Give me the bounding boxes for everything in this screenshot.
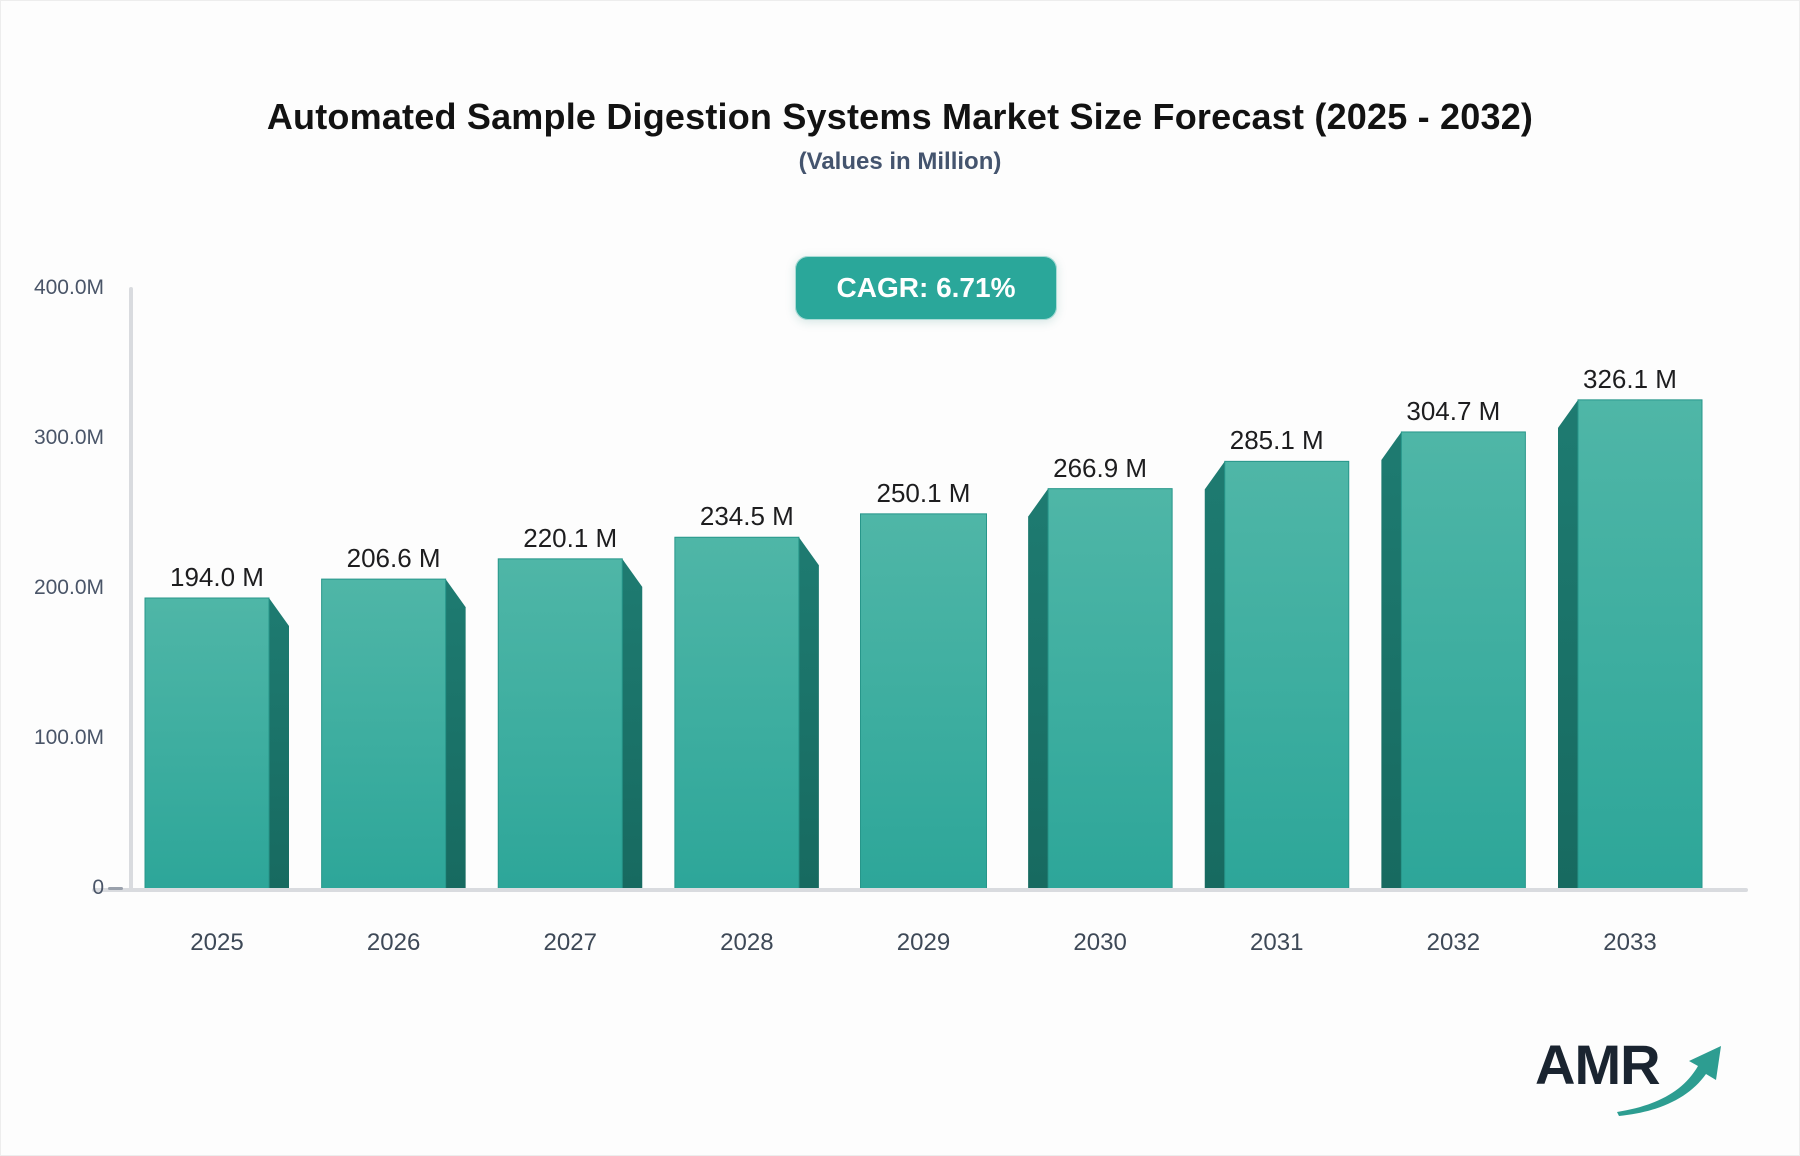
chart-subtitle: (Values in Million) xyxy=(798,148,1002,175)
trend-up-arrow-icon xyxy=(1617,1046,1721,1116)
bar-value-label: 326.1 M xyxy=(1583,363,1677,394)
bar-front-face xyxy=(1047,488,1173,890)
bar-value-label: 234.5 M xyxy=(699,501,794,532)
bar-value-label: 266.9 M xyxy=(1053,452,1148,483)
bar-side-face xyxy=(269,598,289,889)
y-axis-line xyxy=(129,287,133,891)
bar-side-face xyxy=(798,537,819,889)
bar-2029 xyxy=(860,513,987,890)
bar-2031 xyxy=(1204,460,1350,890)
amr-logo: AMR xyxy=(1535,1032,1735,1122)
x-axis-label: 2026 xyxy=(366,929,421,956)
chart-title: Automated Sample Digestion Systems Marke… xyxy=(266,96,1534,137)
bar-2026 xyxy=(321,578,466,890)
bar-2033 xyxy=(1558,399,1703,890)
bar-2025 xyxy=(144,597,289,890)
bar-value-label: 194.0 M xyxy=(170,562,264,592)
bar-front-face xyxy=(321,578,447,890)
x-axis-label: 2028 xyxy=(720,929,774,956)
x-axis-label: 2027 xyxy=(543,929,597,956)
amr-logo-text: AMR xyxy=(1535,1033,1661,1096)
bar-front-face xyxy=(674,536,800,890)
bar-side-face xyxy=(1381,431,1402,889)
bar-2028 xyxy=(674,536,819,890)
cagr-badge: CAGR: 6.71% xyxy=(795,256,1057,320)
bar-value-label: 220.1 M xyxy=(523,522,618,553)
y-axis-tick-label: 200.0M xyxy=(33,576,104,599)
bar-2032 xyxy=(1381,431,1526,890)
x-axis-label: 2025 xyxy=(190,929,244,956)
bar-2030 xyxy=(1028,488,1173,890)
x-axis-label: 2031 xyxy=(1250,929,1304,956)
bar-side-face xyxy=(1028,488,1049,889)
y-axis-tick-label: 300.0M xyxy=(33,426,104,449)
bar-2027 xyxy=(497,558,643,890)
y-axis-tick-label: 0 xyxy=(92,876,104,899)
x-axis-label: 2033 xyxy=(1603,929,1657,956)
bar-value-label: 285.1 M xyxy=(1229,425,1324,456)
zero-tick-mark xyxy=(108,887,123,890)
bar-front-face xyxy=(144,597,270,890)
bar-front-face xyxy=(497,558,623,890)
bar-front-face xyxy=(1400,431,1526,890)
y-axis-tick-label: 100.0M xyxy=(33,726,104,749)
bar-value-label: 250.1 M xyxy=(876,477,971,508)
bar-side-face xyxy=(1204,461,1225,889)
bar-side-face xyxy=(1558,399,1578,889)
x-axis-baseline xyxy=(92,888,1748,892)
bar-value-label: 304.7 M xyxy=(1406,395,1501,426)
bar-side-face xyxy=(445,579,466,889)
x-axis-label: 2030 xyxy=(1073,929,1127,956)
x-axis-label: 2029 xyxy=(896,929,951,956)
y-axis-tick-label: 400.0M xyxy=(33,276,104,299)
bar-side-face xyxy=(622,558,643,889)
bar-front-face xyxy=(1577,399,1703,890)
bar-front-face xyxy=(1224,460,1350,890)
bar-value-label: 206.6 M xyxy=(346,543,441,574)
x-axis-label: 2032 xyxy=(1426,929,1481,956)
bar-front-face xyxy=(860,513,987,890)
